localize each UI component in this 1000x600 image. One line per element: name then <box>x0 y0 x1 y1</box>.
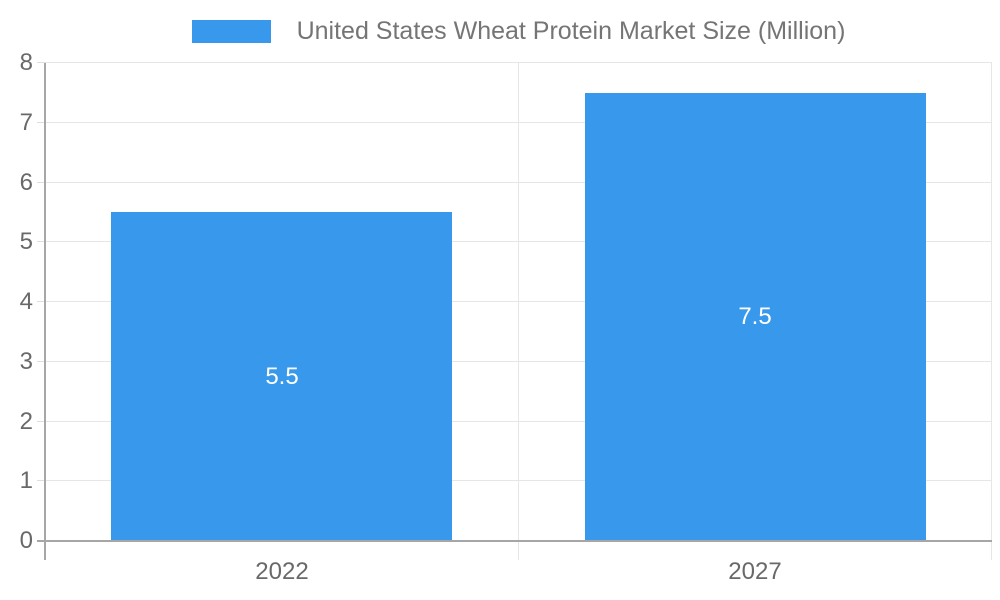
y-tick-mark <box>37 241 45 242</box>
category-boundary-gridline <box>991 63 992 560</box>
y-gridline <box>45 62 992 63</box>
legend-swatch <box>191 19 271 43</box>
y-tick-mark <box>37 361 45 362</box>
y-axis-tick-label: 1 <box>19 467 33 494</box>
y-tick-mark <box>37 421 45 422</box>
y-axis-tick-label: 5 <box>19 228 33 255</box>
bar-value-label: 5.5 <box>265 363 299 390</box>
y-tick-mark <box>37 122 45 123</box>
y-axis-line <box>44 63 46 560</box>
y-tick-mark <box>37 301 45 302</box>
x-axis-line <box>37 540 992 542</box>
y-axis-tick-label: 6 <box>19 169 33 196</box>
bar-2027[interactable] <box>585 93 926 541</box>
y-axis-tick-label: 7 <box>19 109 33 136</box>
y-tick-mark <box>37 480 45 481</box>
y-axis-tick-label: 8 <box>19 49 33 76</box>
bar-value-label: 7.5 <box>738 303 772 330</box>
legend-series-label: United States Wheat Protein Market Size … <box>296 17 846 45</box>
category-boundary-gridline <box>518 63 519 560</box>
y-tick-mark <box>37 62 45 63</box>
bar-2022[interactable] <box>111 212 452 541</box>
x-axis-tick-label: 2022 <box>255 558 309 585</box>
x-axis-tick-label: 2027 <box>728 558 782 585</box>
y-axis-tick-label: 4 <box>19 288 33 315</box>
y-axis-tick-label: 0 <box>19 527 33 554</box>
y-tick-mark <box>37 182 45 183</box>
legend[interactable]: United States Wheat Protein Market Size … <box>45 14 992 48</box>
y-axis-tick-label: 2 <box>19 408 33 435</box>
y-axis-tick-label: 3 <box>19 348 33 375</box>
